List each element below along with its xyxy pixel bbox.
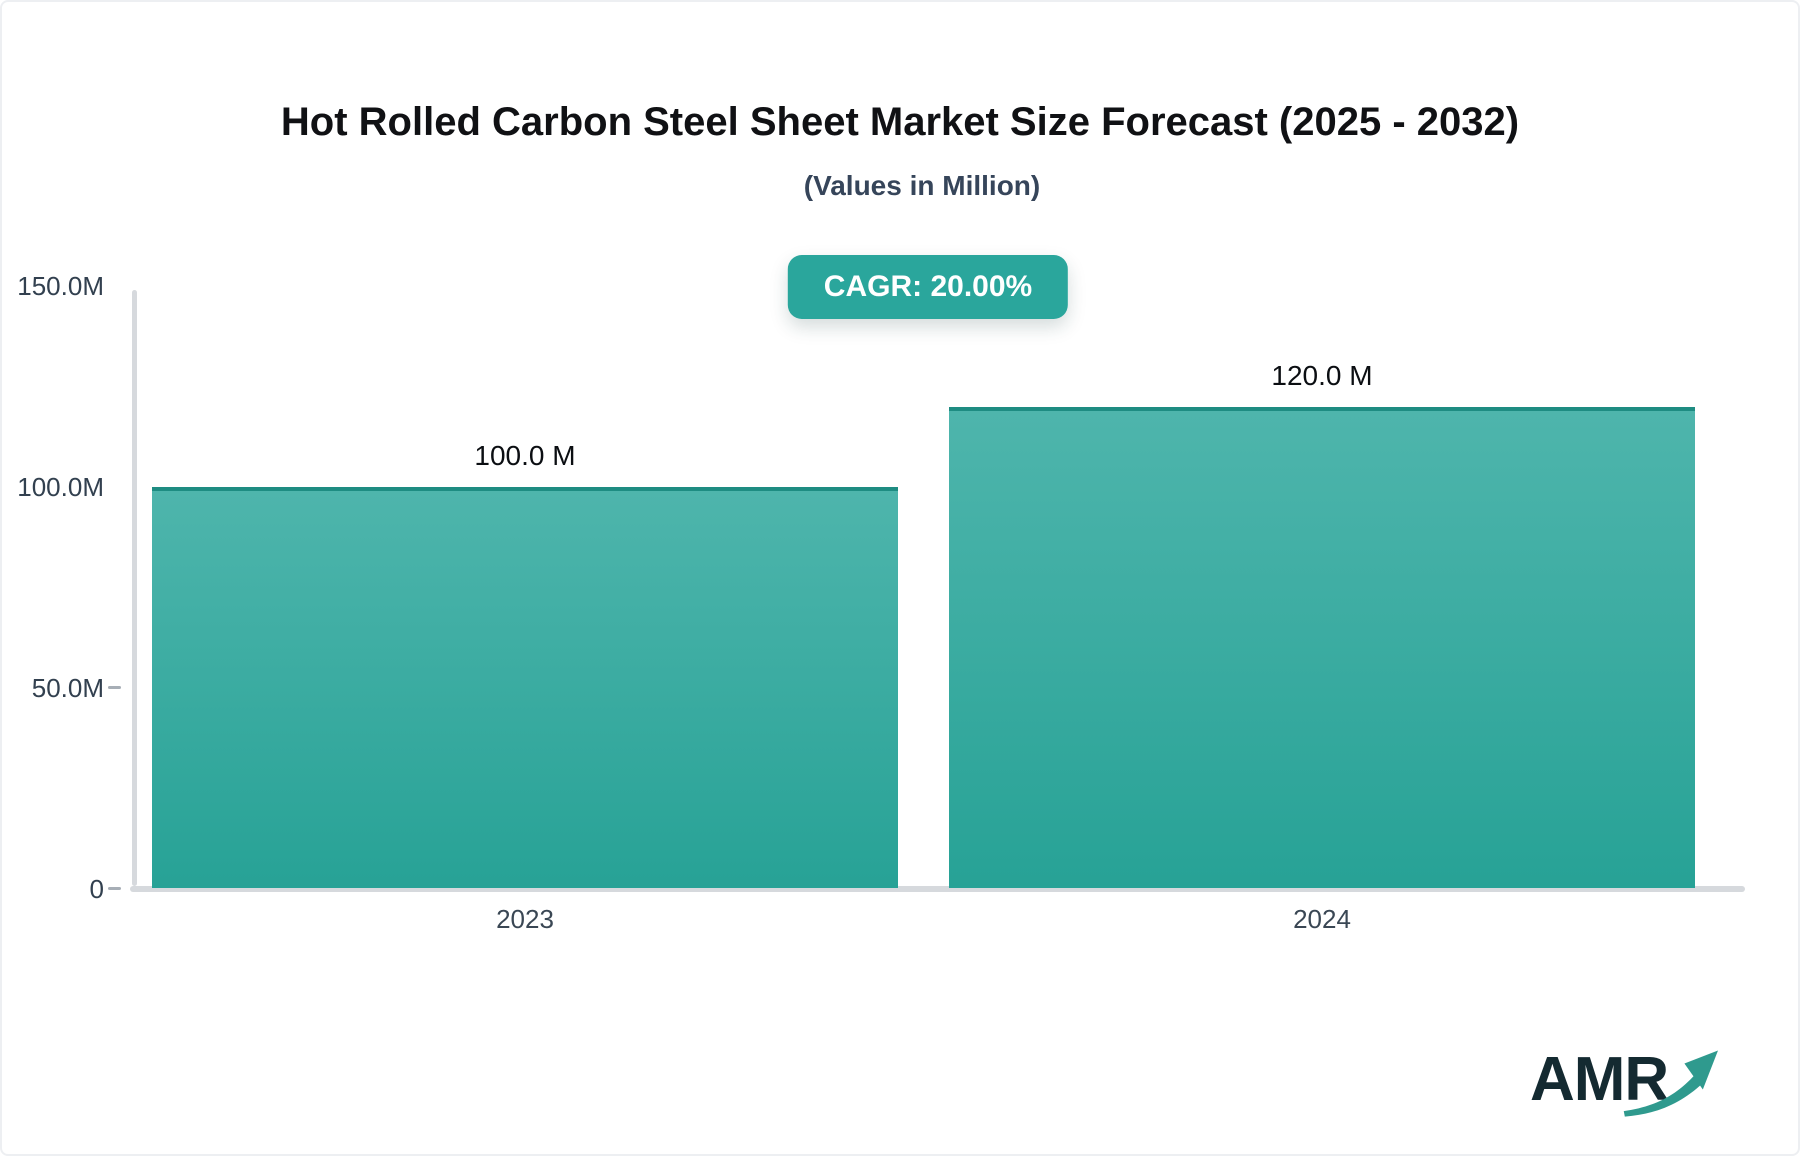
x-axis-line xyxy=(130,886,1745,892)
y-tick-mark xyxy=(108,887,121,890)
bar-2023[interactable] xyxy=(152,487,898,888)
y-tick-label: 150.0M xyxy=(17,271,104,301)
bar-value-label: 120.0 M xyxy=(1271,359,1373,391)
amr-logo: AMR xyxy=(1530,1038,1740,1122)
cagr-badge: CAGR: 20.00% xyxy=(787,255,1069,319)
y-tick-label: 0 xyxy=(89,874,104,904)
y-axis-line xyxy=(132,290,137,886)
y-tick-label: 100.0M xyxy=(17,472,104,502)
y-tick-label: 50.0M xyxy=(31,673,104,703)
x-tick-label: 2024 xyxy=(1293,904,1351,934)
growth-arrow-icon xyxy=(1623,1050,1718,1117)
amr-logo-text: AMR xyxy=(1530,1045,1669,1114)
bar-2024[interactable] xyxy=(949,406,1695,888)
chart-subtitle: (Values in Million) xyxy=(803,170,1041,201)
bar-value-label: 100.0 M xyxy=(474,440,576,471)
y-tick-mark xyxy=(108,686,121,689)
chart-title: Hot Rolled Carbon Steel Sheet Market Siz… xyxy=(280,100,1520,144)
x-tick-label: 2023 xyxy=(496,904,554,934)
